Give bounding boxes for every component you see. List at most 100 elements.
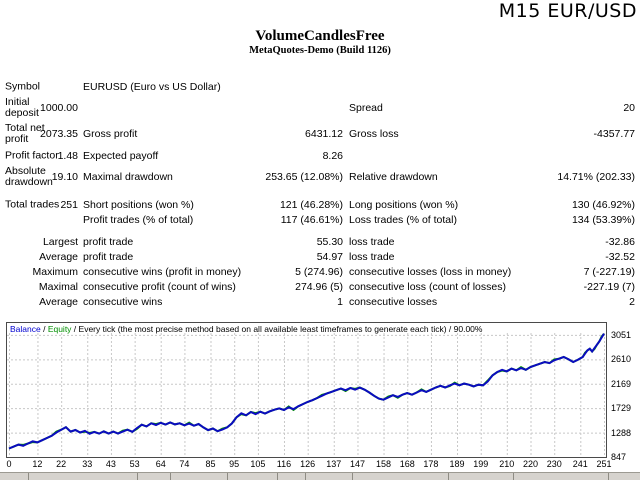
x-axis-label: 210	[499, 459, 515, 469]
chart-legend: Balance / Equity / Every tick (the most …	[10, 324, 482, 334]
column-divider	[227, 473, 228, 480]
stat-label: Short positions (won %)	[83, 198, 194, 211]
y-axis-label: 2610	[611, 354, 632, 365]
column-divider	[277, 473, 278, 480]
stat-label: Spread	[349, 102, 383, 114]
x-axis-label: 137	[326, 459, 342, 469]
stat-label: consecutive wins	[83, 295, 163, 308]
stat-label: Maximal drawdown	[83, 171, 173, 183]
stat-label: Absolute drawdown	[5, 165, 53, 188]
column-divider	[170, 473, 171, 480]
column-divider	[305, 473, 306, 480]
stat-label: consecutive loss (count of losses)	[349, 280, 506, 293]
stat-value: 19.10	[51, 171, 78, 183]
stat-value: 1	[337, 295, 343, 308]
stat-row: Maximum consecutive wins (profit in money…	[0, 265, 640, 278]
balance-legend-label: Balance	[10, 324, 41, 334]
column-divider	[352, 473, 353, 480]
x-axis-label: 220	[522, 459, 539, 469]
y-axis-label: 847	[611, 452, 627, 462]
stat-label: consecutive wins (profit in money)	[83, 265, 242, 278]
stat-label: Gross profit	[83, 128, 138, 140]
stat-row: Maximal consecutive profit (count of wins…	[0, 280, 640, 293]
stat-label: Expected payoff	[83, 149, 159, 162]
stat-value: 5 (274.96)	[295, 265, 343, 278]
x-axis-label: 241	[572, 459, 588, 469]
legend-model-text: / Every tick (the most precise method ba…	[71, 324, 483, 334]
stat-label: Total trades	[5, 198, 60, 210]
x-axis-label: 53	[129, 459, 140, 469]
stat-label: Total net profit	[5, 122, 45, 145]
stat-label: Long positions (won %)	[349, 198, 459, 211]
x-axis-label: 251	[596, 459, 612, 469]
x-axis-label: 178	[423, 459, 439, 469]
stat-value: Average	[39, 250, 78, 263]
stat-label: Initial deposit	[5, 96, 39, 119]
stat-value: Maximal	[38, 280, 78, 293]
x-axis-label: 105	[250, 459, 266, 469]
y-axis-label: 2169	[611, 378, 632, 389]
x-axis-label: 199	[473, 459, 489, 469]
stat-row: Initial deposit 1000.00 Spread 20	[0, 96, 640, 120]
stat-value: -32.86	[605, 235, 635, 248]
stat-value: Largest	[42, 235, 78, 248]
legend-separator: /	[40, 324, 48, 334]
x-axis-label: 64	[155, 459, 166, 469]
trades-table-edge	[0, 472, 640, 480]
x-axis-label: 189	[449, 459, 465, 469]
chart-canvas	[7, 333, 606, 457]
stat-label: loss trade	[349, 235, 395, 248]
stat-label: Gross loss	[349, 128, 399, 140]
stat-value: 134 (53.39%)	[571, 213, 635, 226]
x-axis-label: 230	[546, 459, 562, 469]
symbol-timeframe-label: M15 EUR/USD	[498, 0, 637, 22]
x-axis-label: 95	[229, 459, 240, 469]
stat-value: 2073.35	[40, 128, 78, 140]
equity-legend-label: Equity	[47, 324, 72, 334]
report-title: VolumeCandlesFree	[255, 28, 385, 44]
stat-value: 1000.00	[40, 102, 78, 114]
stat-value: 6431.12	[305, 128, 343, 140]
stat-value: 55.30	[316, 235, 343, 248]
stat-value: 117 (46.61%)	[280, 213, 343, 226]
x-axis-label: 74	[179, 459, 190, 469]
stat-value: 20	[623, 102, 635, 114]
stat-row: Largest profit trade 55.30 loss trade -32.86	[0, 235, 640, 248]
balance-chart: Balance / Equity / Every tick (the most …	[6, 322, 607, 458]
x-axis-label: 126	[300, 459, 316, 469]
x-axis-label: 43	[105, 459, 116, 469]
stat-row: Average consecutive wins 1 consecutive loss…	[0, 295, 640, 308]
stat-value: 251	[60, 198, 78, 211]
stat-row: Total trades 251 Short positions (won %) 12…	[0, 198, 640, 211]
column-divider	[28, 473, 29, 480]
stat-value: 54.97	[316, 250, 343, 263]
stat-value: 7 (-227.19)	[583, 265, 635, 278]
stat-label: Relative drawdown	[349, 171, 438, 183]
equity-line	[8, 333, 605, 450]
stat-row: Symbol EURUSD (Euro vs US Dollar)	[0, 80, 640, 93]
stat-value: -32.52	[605, 250, 635, 263]
stat-value: -4357.77	[593, 128, 635, 140]
stat-label: consecutive losses	[349, 295, 438, 308]
stat-row: Absolute drawdown 19.10 Maximal drawdown 25…	[0, 165, 640, 189]
column-divider	[448, 473, 449, 480]
stat-row: Profit factor 1.48 Expected payoff 8.26	[0, 149, 640, 162]
column-divider	[608, 473, 609, 480]
stat-label: Profit factor	[5, 149, 59, 161]
report-subtitle: MetaQuotes-Demo (Build 1126)	[249, 45, 391, 56]
x-axis-label: 147	[349, 459, 365, 469]
stat-value: 14.71% (202.33)	[557, 171, 635, 183]
x-axis-label: 12	[32, 459, 43, 469]
x-axis-label: 85	[205, 459, 216, 469]
y-axis-label: 3051	[611, 329, 632, 340]
stat-value: 2	[629, 295, 635, 308]
column-divider	[513, 473, 514, 480]
stat-label: Profit trades (% of total)	[83, 213, 194, 226]
stat-label: EURUSD (Euro vs US Dollar)	[83, 80, 221, 93]
stat-value: 274.96 (5)	[295, 280, 343, 293]
x-axis-label: 158	[376, 459, 392, 469]
stat-label: profit trade	[83, 250, 134, 263]
x-axis-label: 22	[56, 459, 67, 469]
x-axis-label: 33	[82, 459, 93, 469]
